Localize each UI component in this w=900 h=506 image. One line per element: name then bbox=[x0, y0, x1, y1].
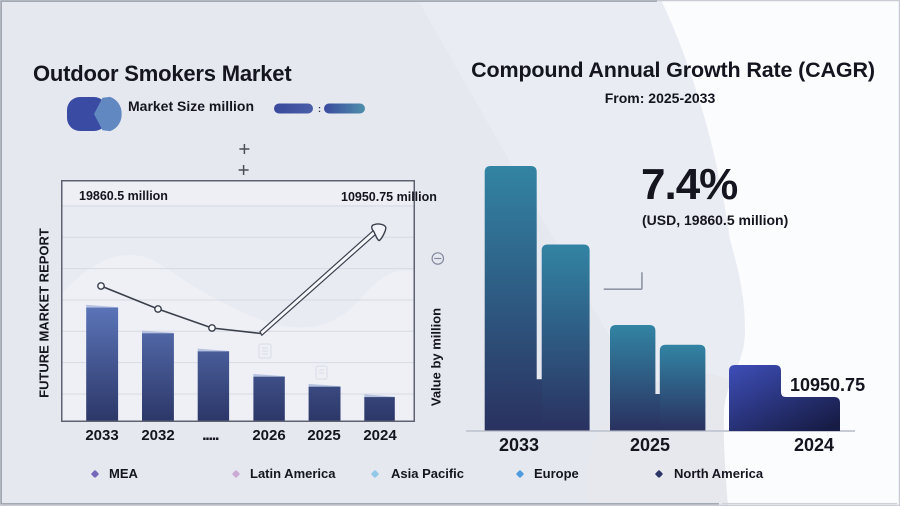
svg-text::: : bbox=[318, 104, 321, 114]
